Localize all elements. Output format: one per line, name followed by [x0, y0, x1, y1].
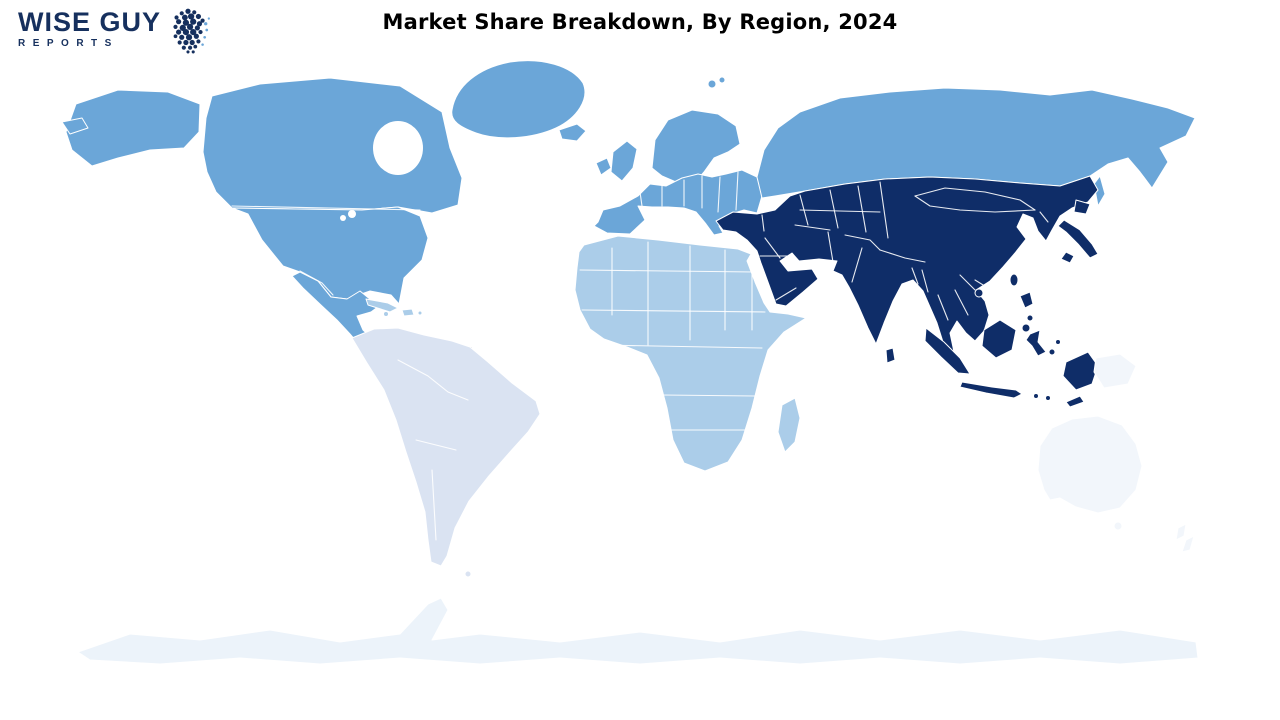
- border-china-vietnam: [974, 279, 989, 289]
- border-chile-argentina: [431, 469, 437, 541]
- border-laos: [959, 274, 976, 291]
- japan-kyushu: [1060, 251, 1075, 264]
- moluccas: [1048, 348, 1056, 356]
- hispaniola: [401, 308, 415, 317]
- africa-mainland: [574, 235, 807, 472]
- region-asia: [455, 175, 1099, 408]
- border-iran-iraq: [764, 237, 781, 259]
- sri-lanka: [885, 347, 896, 364]
- border-africa-h2: [581, 309, 766, 313]
- alaska: [65, 89, 201, 167]
- region-oceania: [1037, 353, 1195, 553]
- madagascar: [777, 397, 801, 453]
- country-borders: [231, 171, 1049, 541]
- svalbard: [707, 79, 717, 89]
- new-zealand-south: [1181, 535, 1195, 553]
- hainan: [974, 288, 984, 298]
- lesser-sunda-2: [1045, 395, 1051, 401]
- border-myanmar-thailand: [937, 294, 949, 321]
- region-north-america-europe-russia: [61, 60, 1196, 355]
- canada: [202, 77, 463, 214]
- border-africa-h3: [601, 344, 763, 349]
- region-antarctica: [77, 597, 1199, 665]
- border-china-korea: [1039, 211, 1049, 223]
- great-lakes-2: [340, 215, 346, 221]
- timor: [1065, 395, 1085, 408]
- border-iran-pakistan: [827, 231, 834, 263]
- moluccas-2: [1055, 339, 1061, 345]
- border-africa-h4: [661, 394, 756, 397]
- brand-name: WISE GUY: [18, 7, 162, 37]
- philippines-visayas: [1026, 314, 1034, 322]
- east-new-guinea: [1093, 353, 1137, 389]
- borneo: [981, 319, 1017, 359]
- border-stans-2: [829, 189, 839, 229]
- puerto-rico: [417, 310, 423, 316]
- border-myanmar: [921, 269, 929, 293]
- jamaica: [383, 311, 389, 317]
- border-pakistan-india: [851, 247, 863, 283]
- greenland: [451, 60, 586, 139]
- java: [959, 381, 1023, 399]
- brand-logo-text: WISE GUY REPORTS: [18, 7, 162, 50]
- new-zealand-north: [1175, 523, 1187, 541]
- philippines-luzon: [1019, 291, 1034, 309]
- falkland-islands: [464, 570, 472, 578]
- australia: [1037, 415, 1143, 514]
- border-kazakh-uzbek: [799, 209, 881, 213]
- border-india-bangladesh: [911, 267, 919, 285]
- philippines-mindanao: [1021, 323, 1031, 333]
- japan-hokkaido: [1073, 199, 1091, 215]
- cuba: [365, 298, 399, 313]
- border-mongolia-south: [914, 195, 1036, 213]
- taiwan: [1009, 273, 1019, 287]
- japan-honshu: [1057, 219, 1099, 259]
- sulawesi: [1025, 329, 1047, 357]
- border-europe-1: [639, 191, 643, 207]
- tasmania: [1113, 521, 1123, 531]
- border-us-canada: [231, 205, 421, 211]
- border-us-mexico: [299, 270, 334, 296]
- border-yemen-oman: [775, 287, 797, 301]
- west-new-guinea: [1062, 351, 1099, 391]
- border-peru-bolivia: [415, 439, 457, 451]
- lesser-sunda: [1033, 393, 1039, 399]
- antarctica: [77, 597, 1199, 665]
- united-kingdom: [610, 140, 638, 182]
- usa: [231, 206, 429, 305]
- border-kazakh-china: [879, 181, 889, 239]
- region-south-america: [351, 327, 541, 578]
- brand-logo: WISE GUY REPORTS: [18, 8, 213, 56]
- svalbard-2: [718, 76, 726, 84]
- border-stans-3: [857, 185, 867, 233]
- hudson-bay: [373, 121, 423, 175]
- border-turkey-iran: [761, 214, 765, 232]
- ireland: [595, 157, 612, 176]
- chart-title: Market Share Breakdown, By Region, 2024: [382, 10, 898, 34]
- border-india-china: [879, 249, 926, 263]
- border-iran-turkmenistan: [794, 224, 831, 231]
- dotted-head-logo-icon: [173, 8, 210, 54]
- chukotka-fragment: [61, 117, 89, 135]
- sumatra: [924, 327, 971, 375]
- border-brazil: [397, 359, 469, 401]
- iceland: [558, 123, 587, 142]
- region-africa: [365, 235, 807, 472]
- border-africa-h1: [579, 269, 756, 273]
- great-lakes: [348, 210, 356, 218]
- sakhalin: [1093, 175, 1106, 207]
- border-afghanistan: [844, 234, 881, 251]
- border-europe-6: [735, 171, 739, 211]
- border-europe-5: [717, 176, 721, 213]
- brand-subname: REPORTS: [18, 38, 119, 50]
- asia-mainland: [715, 175, 1099, 368]
- border-thailand-vietnam: [954, 289, 969, 316]
- border-mongolia-north: [914, 187, 1036, 211]
